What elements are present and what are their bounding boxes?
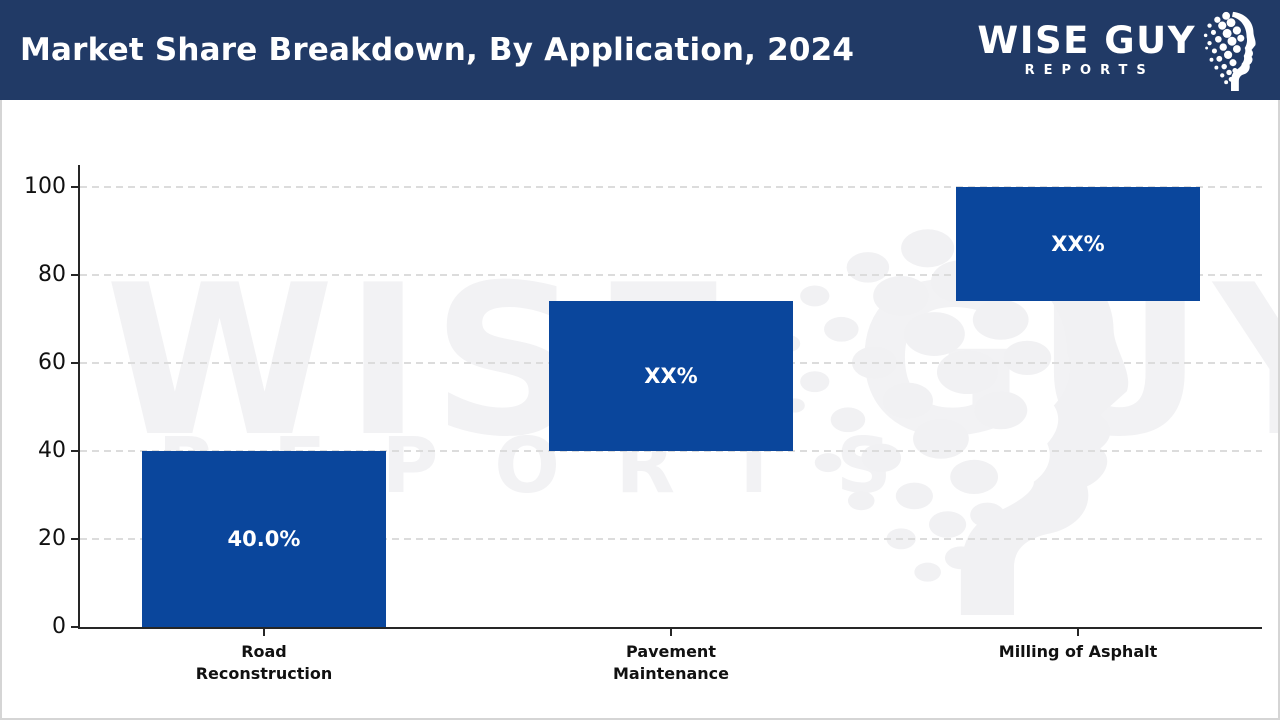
page-border-bottom (0, 718, 1280, 720)
gridline-20 (80, 538, 1262, 540)
logo-brand-text: WISE GUY (977, 19, 1196, 62)
page-border-right (1278, 100, 1280, 720)
x-category-label: Milling of Asphalt (998, 642, 1158, 661)
y-axis-line (78, 165, 80, 629)
y-tick-label: 20 (38, 526, 66, 551)
bar-value-label: XX% (644, 364, 698, 389)
header-bar: Market Share Breakdown, By Application, … (0, 0, 1280, 100)
page-border-left (0, 100, 2, 720)
bar-road-reconstruction: 40.0% (141, 451, 386, 627)
x-axis-line (78, 627, 1262, 629)
plot-region: 0 20 40 60 80 100 40.0% Road Reconstruction XX% P… (0, 100, 1280, 720)
y-tick-mark (71, 450, 80, 452)
bar-milling-of-asphalt: XX% (956, 187, 1201, 302)
gridline-40 (80, 450, 1262, 452)
page-title: Market Share Breakdown, By Application, … (20, 32, 855, 68)
y-tick-mark (71, 186, 80, 188)
wiseguy-logo: WISE GUY REPORTS (977, 9, 1264, 91)
logo-head-icon (1203, 11, 1256, 91)
gridline-80 (80, 274, 1262, 276)
logo-text: WISE GUY REPORTS (977, 22, 1196, 78)
bar-value-label: 40.0% (227, 527, 301, 551)
y-tick-mark (71, 274, 80, 276)
gridline-100 (80, 186, 1262, 188)
logo-sub-text: REPORTS (1024, 63, 1155, 78)
x-category-label: Road Reconstruction (195, 642, 333, 684)
y-tick-label: 60 (38, 350, 66, 375)
y-tick-mark (71, 538, 80, 540)
y-tick-label: 100 (24, 174, 66, 199)
x-category-label: Pavement Maintenance (612, 642, 729, 684)
y-tick-label: 0 (52, 614, 66, 639)
x-tick-mark (262, 629, 265, 636)
bar-pavement-maintenance: XX% (549, 301, 793, 451)
y-tick-label: 80 (38, 262, 66, 287)
y-tick-mark (71, 362, 80, 364)
bar-value-label: XX% (1051, 232, 1105, 257)
x-tick-mark (670, 629, 672, 636)
y-tick-mark (71, 626, 80, 628)
x-tick-mark (1077, 629, 1080, 636)
y-tick-label: 40 (38, 438, 66, 463)
